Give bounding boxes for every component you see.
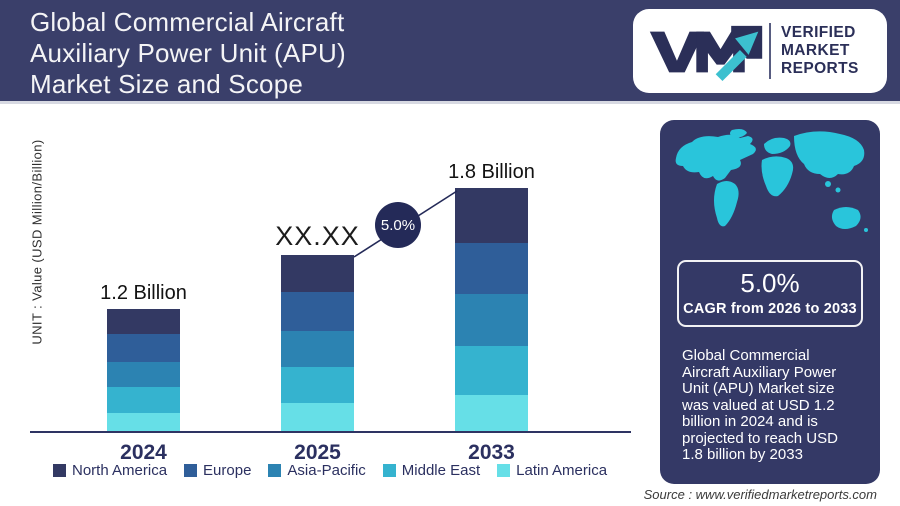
segment-middle-east-2033 bbox=[455, 346, 528, 395]
logo-word-market: MARKET bbox=[781, 42, 850, 59]
cagr-value: 5.0% bbox=[740, 268, 800, 298]
sidebar-panel: 5.0% CAGR from 2026 to 2033 Global Comme… bbox=[660, 120, 880, 484]
page-title: Global Commercial Aircraft Auxiliary Pow… bbox=[30, 7, 346, 100]
legend-swatch-asia-pacific bbox=[268, 464, 282, 477]
segment-north-america-2025 bbox=[281, 255, 354, 292]
legend-item-latin-america: Latin America bbox=[497, 462, 607, 479]
legend-swatch-europe bbox=[184, 464, 198, 477]
legend-label-north-america: North America bbox=[72, 462, 168, 479]
legend-item-north-america: North America bbox=[53, 462, 167, 479]
legend-swatch-north-america bbox=[53, 464, 66, 477]
cagr-caption: CAGR from 2026 to 2033 bbox=[683, 301, 857, 317]
segment-asia-pacific-2033 bbox=[455, 294, 528, 346]
legend-label-asia-pacific: Asia-Pacific bbox=[287, 462, 366, 479]
legend-swatch-middle-east bbox=[382, 464, 396, 477]
page-title-line-3: Market Size and Scope bbox=[30, 69, 304, 99]
bar-2033 bbox=[455, 188, 528, 431]
page-title-line-1: Global Commercial Aircraft bbox=[30, 7, 345, 37]
segment-middle-east-2024 bbox=[107, 387, 180, 413]
bar-value-label-2025: XX.XX bbox=[275, 221, 360, 251]
legend-item-middle-east: Middle East bbox=[382, 462, 481, 479]
segment-north-america-2024 bbox=[107, 309, 180, 334]
market-description: Global Commercial Aircraft Auxiliary Pow… bbox=[682, 347, 838, 463]
legend-item-europe: Europe bbox=[184, 462, 251, 479]
cagr-bubble-label: 5.0% bbox=[381, 217, 415, 234]
legend-item-asia-pacific: Asia-Pacific bbox=[268, 462, 366, 479]
chart-legend: North America Europe Asia-Pacific Middle Ea… bbox=[53, 462, 607, 479]
page-title-line-2: Auxiliary Power Unit (APU) bbox=[30, 38, 346, 68]
logo-word-reports: REPORTS bbox=[781, 60, 859, 77]
x-axis-tick-2025: 2025 bbox=[294, 441, 341, 464]
bar-2025 bbox=[281, 255, 354, 431]
connector-line bbox=[353, 190, 458, 258]
legend-label-europe: Europe bbox=[203, 462, 252, 479]
bar-value-label-2033: 1.8 Billion bbox=[448, 161, 535, 183]
cagr-bubble bbox=[375, 202, 421, 248]
y-axis-label: UNIT : Value (USD Million/Billion) bbox=[29, 139, 45, 345]
segment-europe-2025 bbox=[281, 292, 354, 331]
source-attribution: Source : www.verifiedmarketreports.com bbox=[643, 487, 877, 502]
legend-label-middle-east: Middle East bbox=[401, 462, 481, 479]
world-map-icon bbox=[675, 129, 868, 232]
bar-value-label-2024: 1.2 Billion bbox=[100, 282, 187, 304]
segment-europe-2033 bbox=[455, 243, 528, 294]
bar-2024 bbox=[107, 309, 180, 431]
segment-latin-america-2033 bbox=[455, 395, 528, 431]
segment-latin-america-2024 bbox=[107, 413, 180, 431]
segment-north-america-2033 bbox=[455, 188, 528, 243]
legend-swatch-latin-america bbox=[497, 464, 511, 477]
header-banner: Global Commercial Aircraft Auxiliary Pow… bbox=[0, 0, 900, 104]
logo-wordmark: VERIFIED MARKET REPORTS bbox=[781, 24, 859, 78]
x-axis-tick-2024: 2024 bbox=[120, 441, 167, 464]
segment-latin-america-2025 bbox=[281, 403, 354, 431]
logo-divider bbox=[769, 23, 771, 79]
segment-europe-2024 bbox=[107, 334, 180, 362]
x-axis-line bbox=[30, 431, 631, 433]
vmr-logo-mark-icon bbox=[649, 25, 763, 82]
cagr-box: 5.0% CAGR from 2026 to 2033 bbox=[677, 260, 863, 327]
vmr-logo: VERIFIED MARKET REPORTS bbox=[633, 9, 887, 93]
segment-asia-pacific-2024 bbox=[107, 362, 180, 387]
legend-label-latin-america: Latin America bbox=[516, 462, 608, 479]
segment-middle-east-2025 bbox=[281, 367, 354, 403]
x-axis-tick-2033: 2033 bbox=[468, 441, 515, 464]
logo-word-verified: VERIFIED bbox=[781, 24, 856, 41]
segment-asia-pacific-2025 bbox=[281, 331, 354, 367]
